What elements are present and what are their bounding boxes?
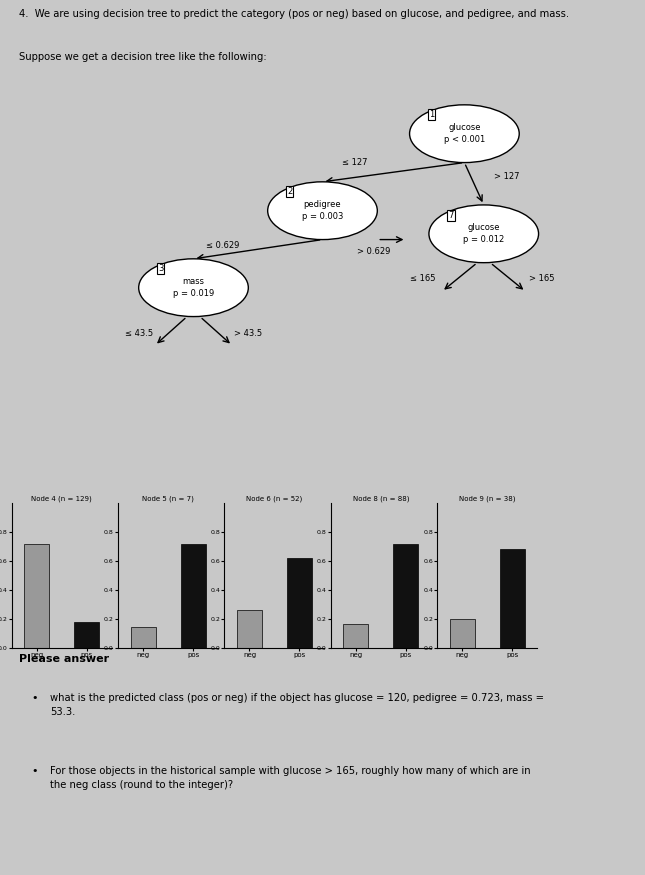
Text: 1: 1 — [429, 110, 434, 119]
Text: Suppose we get a decision tree like the following:: Suppose we get a decision tree like the … — [19, 52, 267, 62]
Title: Node 9 (n = 38): Node 9 (n = 38) — [459, 495, 515, 502]
Text: pedigree
p = 0.003: pedigree p = 0.003 — [302, 200, 343, 221]
Bar — [287, 558, 312, 648]
Text: •: • — [32, 766, 38, 776]
Text: 7: 7 — [448, 211, 453, 220]
Text: Please answer: Please answer — [19, 654, 110, 664]
Text: 3: 3 — [158, 264, 163, 273]
Text: glucose
p < 0.001: glucose p < 0.001 — [444, 123, 485, 144]
Text: mass
p = 0.019: mass p = 0.019 — [173, 277, 214, 298]
Title: Node 4 (n = 129): Node 4 (n = 129) — [31, 495, 92, 502]
Bar — [393, 543, 419, 648]
Title: Node 6 (n = 52): Node 6 (n = 52) — [246, 495, 303, 502]
Ellipse shape — [429, 205, 539, 262]
Text: what is the predicted class (pos or neg) if the object has glucose = 120, pedigr: what is the predicted class (pos or neg)… — [50, 693, 544, 717]
Bar — [74, 621, 99, 648]
Bar — [181, 543, 206, 648]
Text: For those objects in the historical sample with glucose > 165, roughly how many : For those objects in the historical samp… — [50, 766, 531, 790]
Text: ≤ 165: ≤ 165 — [410, 274, 435, 283]
Text: •: • — [32, 693, 38, 703]
Text: glucose
p = 0.012: glucose p = 0.012 — [463, 223, 504, 244]
Bar — [500, 550, 525, 648]
Text: ≤ 43.5: ≤ 43.5 — [124, 329, 153, 339]
Text: ≤ 127: ≤ 127 — [342, 158, 368, 167]
Text: 2: 2 — [287, 187, 292, 196]
Bar — [237, 610, 262, 648]
Ellipse shape — [268, 182, 377, 240]
Bar — [343, 625, 368, 648]
Text: > 0.629: > 0.629 — [357, 247, 391, 255]
Text: > 127: > 127 — [493, 172, 519, 180]
Text: > 165: > 165 — [529, 274, 555, 283]
Bar — [450, 619, 475, 648]
Text: ≤ 0.629: ≤ 0.629 — [206, 241, 239, 250]
Ellipse shape — [410, 105, 519, 163]
Bar — [24, 543, 49, 648]
Title: Node 5 (n = 7): Node 5 (n = 7) — [142, 495, 194, 502]
Ellipse shape — [139, 259, 248, 317]
Title: Node 8 (n = 88): Node 8 (n = 88) — [353, 495, 409, 502]
Text: > 43.5: > 43.5 — [234, 329, 263, 339]
Text: 4.  We are using decision tree to predict the category (pos or neg) based on glu: 4. We are using decision tree to predict… — [19, 9, 570, 18]
Bar — [130, 627, 155, 648]
